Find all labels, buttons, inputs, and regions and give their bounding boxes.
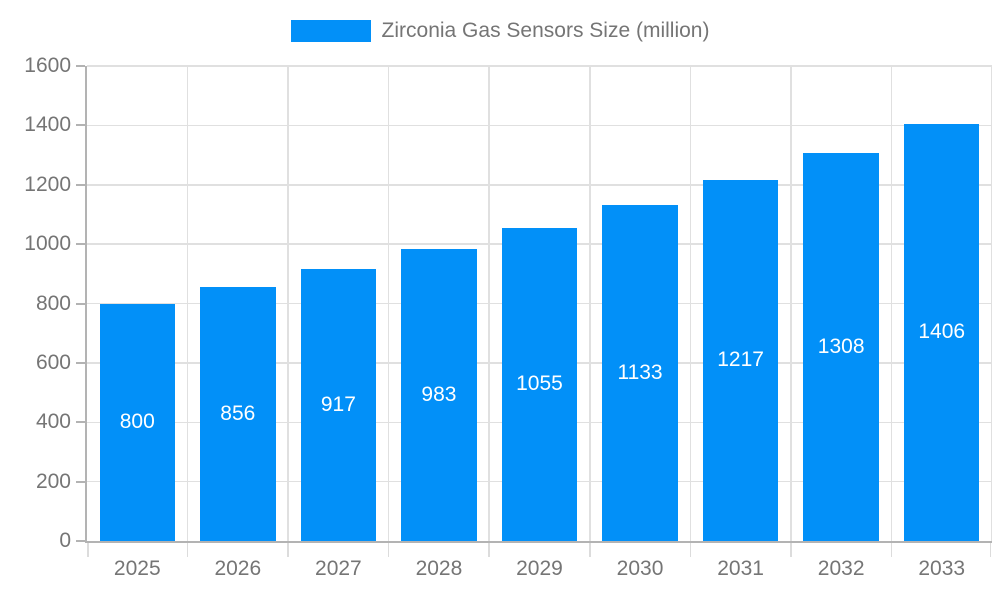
legend: Zirconia Gas Sensors Size (million) [0, 19, 1000, 43]
y-tick-label: 1600 [24, 54, 71, 77]
y-tick-label: 0 [59, 529, 71, 552]
bar [803, 152, 879, 541]
bar-value-label: 856 [220, 401, 256, 425]
y-tick [76, 540, 85, 542]
bar [99, 303, 175, 541]
y-tick [76, 183, 85, 186]
x-tick [87, 543, 89, 557]
y-tick-label: 600 [35, 350, 71, 374]
x-tick-label: 2032 [817, 557, 865, 580]
x-tick [989, 543, 992, 557]
y-axis-line [85, 66, 87, 541]
x-tick-label: 2031 [717, 557, 764, 580]
bar-value-label: 1217 [717, 348, 764, 372]
bar-value-label: 800 [119, 410, 155, 434]
x-tick [589, 543, 591, 557]
gridline-vertical [186, 66, 189, 541]
x-axis-line [85, 541, 992, 543]
x-tick-label: 2029 [516, 557, 563, 580]
x-tick [186, 543, 189, 557]
bar [200, 286, 276, 541]
legend-swatch-icon [290, 20, 371, 42]
bar-value-label: 1406 [918, 320, 966, 344]
gridline-vertical [890, 66, 893, 541]
bar [300, 268, 377, 541]
y-tick [76, 361, 85, 364]
x-tick [790, 543, 792, 557]
gridline-vertical [689, 66, 692, 541]
gridline-vertical [790, 66, 792, 541]
y-tick [76, 65, 85, 67]
bar [904, 123, 980, 541]
y-tick-label: 200 [35, 469, 71, 493]
gridline-horizontal [87, 65, 992, 67]
legend-label: Zirconia Gas Sensors Size (million) [381, 19, 710, 42]
x-tick [488, 543, 490, 557]
y-tick [76, 302, 85, 305]
bar-value-label: 917 [320, 392, 356, 416]
bar [702, 179, 779, 541]
bar-value-label: 1308 [817, 334, 865, 358]
gridline-vertical [488, 66, 490, 541]
bar-value-label: 1055 [516, 372, 563, 396]
x-tick-label: 2028 [415, 557, 463, 580]
y-tick [76, 124, 85, 127]
bar [501, 227, 578, 541]
gridline-horizontal [87, 124, 992, 127]
gridline-vertical [990, 66, 992, 541]
bar-value-label: 1133 [617, 360, 663, 384]
y-tick [76, 243, 85, 246]
plot-area: 0 200 400 600 800 1000 1200 1400 1600 800 2025 856 2… [24, 54, 992, 580]
x-tick [890, 543, 893, 557]
bar-value-label: 983 [421, 383, 457, 407]
x-tick-label: 2027 [315, 557, 362, 580]
gridline-vertical [387, 66, 390, 541]
gridline-vertical [287, 66, 289, 541]
x-tick-label: 2026 [214, 557, 262, 580]
x-tick [287, 543, 289, 557]
gridline-horizontal [87, 184, 992, 186]
y-tick-label: 800 [35, 291, 71, 315]
x-tick [689, 543, 692, 557]
y-tick [76, 480, 85, 483]
x-tick-label: 2030 [616, 557, 664, 580]
x-tick [387, 543, 390, 557]
y-tick-label: 1400 [24, 113, 71, 137]
y-tick-label: 1200 [24, 172, 71, 196]
bar [401, 249, 477, 541]
y-tick-label: 400 [35, 410, 71, 434]
bar [602, 204, 678, 541]
x-tick-label: 2025 [113, 557, 161, 580]
gridline-vertical [589, 66, 591, 541]
x-tick-label: 2033 [918, 557, 966, 580]
y-tick-label: 1000 [24, 232, 71, 256]
y-tick [76, 421, 85, 424]
